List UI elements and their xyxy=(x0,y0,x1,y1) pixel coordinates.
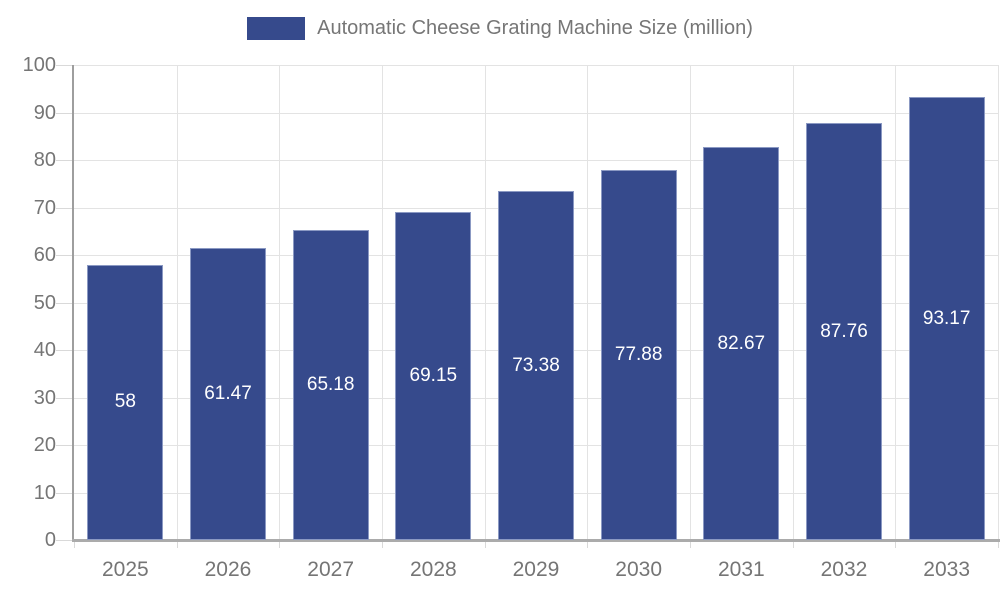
gridline-vertical xyxy=(382,65,383,540)
y-axis-tick xyxy=(56,492,74,494)
bar-value-label: 65.18 xyxy=(306,374,355,396)
y-axis-tick xyxy=(56,160,74,161)
bar-value-label: 93.17 xyxy=(922,307,971,329)
y-axis-line xyxy=(72,65,74,540)
bar-value-label: 73.38 xyxy=(512,354,560,376)
gridline-vertical xyxy=(690,65,691,540)
legend-swatch-icon xyxy=(247,17,306,40)
y-axis-tick-label: 40 xyxy=(33,339,56,361)
x-axis-tick xyxy=(792,540,794,548)
gridline-vertical xyxy=(895,65,897,540)
bar-value-label: 58 xyxy=(114,391,136,413)
gridline-horizontal xyxy=(74,65,998,66)
y-axis-tick-label: 60 xyxy=(33,244,56,266)
x-axis-tick-label: 2025 xyxy=(101,558,149,581)
x-axis-tick xyxy=(484,540,486,548)
y-axis-tick-label: 10 xyxy=(33,481,56,504)
x-axis-tick-label: 2030 xyxy=(615,558,663,581)
y-axis-tick xyxy=(56,350,74,351)
x-axis-tick-label: 2031 xyxy=(717,558,765,581)
y-axis-tick-label: 80 xyxy=(33,149,56,171)
x-axis-tick xyxy=(690,540,691,548)
gridline-vertical xyxy=(279,65,281,540)
bar xyxy=(292,230,369,540)
y-axis-tick-label: 50 xyxy=(33,291,56,314)
x-axis-tick-label: 2029 xyxy=(512,558,560,581)
bar xyxy=(190,248,266,540)
x-axis-tick-label: 2028 xyxy=(409,558,457,581)
bar-value-label: 82.67 xyxy=(717,332,766,354)
gridline-vertical xyxy=(587,65,589,540)
y-axis-tick-label: 90 xyxy=(33,101,56,124)
y-axis-tick-label: 20 xyxy=(33,434,56,456)
y-axis-tick xyxy=(56,207,74,209)
bar-value-label: 77.88 xyxy=(614,344,663,366)
bar xyxy=(498,191,574,540)
x-axis-tick xyxy=(382,540,383,548)
y-axis-tick xyxy=(56,65,74,66)
bar-value-label: 61.47 xyxy=(204,383,252,404)
y-axis-tick-label: 100 xyxy=(22,54,56,76)
x-axis-tick xyxy=(176,540,178,548)
x-axis-tick-label: 2032 xyxy=(820,558,868,581)
bar xyxy=(600,170,677,540)
x-axis-tick xyxy=(74,540,75,548)
gridline-vertical xyxy=(176,65,178,540)
gridline-vertical xyxy=(998,65,999,540)
y-axis-tick-label: 0 xyxy=(44,529,56,551)
bar xyxy=(87,264,164,540)
x-axis-tick-label: 2033 xyxy=(923,558,971,581)
legend[interactable]: Automatic Cheese Grating Machine Size (m… xyxy=(0,17,1000,40)
bar xyxy=(395,211,472,540)
gridline-vertical xyxy=(792,65,794,540)
x-axis-tick xyxy=(895,540,897,548)
x-axis-tick xyxy=(998,540,999,548)
bar xyxy=(806,123,882,540)
gridline-horizontal xyxy=(74,160,998,161)
x-axis-tick-label: 2027 xyxy=(307,558,355,581)
y-axis-tick xyxy=(56,302,74,304)
x-axis-line xyxy=(72,539,1000,542)
y-axis-tick xyxy=(56,445,74,446)
bar xyxy=(908,97,985,540)
y-axis-tick xyxy=(56,540,74,541)
x-axis-tick-label: 2026 xyxy=(204,558,252,581)
y-axis-tick xyxy=(56,255,74,256)
x-axis-tick xyxy=(587,540,589,548)
legend-label: Automatic Cheese Grating Machine Size (m… xyxy=(317,17,753,39)
y-axis-tick-label: 30 xyxy=(33,386,56,409)
x-axis-tick xyxy=(279,540,281,548)
y-axis-tick xyxy=(56,112,74,114)
y-axis-tick xyxy=(56,397,74,399)
bar-value-label: 69.15 xyxy=(409,364,458,386)
gridline-vertical xyxy=(484,65,486,540)
bar xyxy=(703,147,780,540)
gridline-horizontal xyxy=(74,112,998,114)
bar-value-label: 87.76 xyxy=(820,320,868,342)
y-axis-tick-label: 70 xyxy=(33,196,56,219)
